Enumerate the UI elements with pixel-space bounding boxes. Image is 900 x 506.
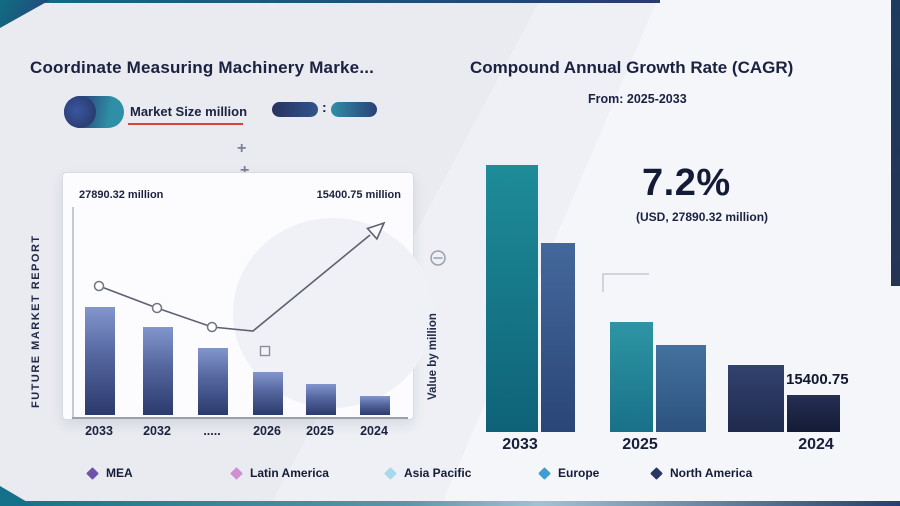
bar-value-label-2024: 15400.75 (786, 371, 849, 388)
legend-marker-icon (86, 466, 99, 480)
mini-pill-icon-left (272, 102, 318, 117)
market-bar-2032 (143, 327, 173, 415)
legend-item-north-america: North America (650, 466, 753, 480)
left-x-label-2024: 2024 (360, 424, 388, 438)
cagr-bar-2025-1 (610, 322, 653, 432)
market-size-pill-cap-icon (64, 96, 96, 128)
plus-icon: + (240, 162, 250, 179)
pill-colon-separator: : (322, 99, 327, 115)
cagr-bar-2024-1 (728, 365, 784, 432)
market-bar-2026 (253, 372, 283, 415)
legend-marker-icon (650, 466, 663, 480)
left-x-label-2033: 2033 (85, 424, 113, 438)
left-x-label-2025: 2025 (306, 424, 334, 438)
bottom-accent-line (0, 501, 900, 506)
cagr-x-label-2024: 2024 (798, 436, 834, 453)
legend-item-mea: MEA (86, 466, 133, 480)
market-bar-2025 (306, 384, 336, 415)
cagr-x-label-2025: 2025 (622, 436, 658, 453)
cagr-bar-2033-1 (486, 165, 538, 432)
annotation-2024-value: 15400.75 million (316, 189, 401, 201)
annotation-2033-value: 27890.32 million (79, 189, 164, 201)
legend-marker-icon (230, 466, 243, 480)
market-bar-..... (198, 348, 228, 415)
legend-label: MEA (106, 466, 133, 480)
cagr-subtitle: From: 2025-2033 (588, 92, 687, 106)
cagr-usd-detail: (USD, 27890.32 million) (636, 210, 769, 224)
cagr-percent-value: 7.2% (642, 162, 731, 204)
cagr-title: Compound Annual Growth Rate (CAGR) (470, 58, 794, 77)
right-edge-stripe (891, 0, 900, 286)
legend-underline-decor (128, 123, 243, 125)
cagr-x-label-2033: 2033 (502, 436, 538, 453)
left-chart-title: Coordinate Measuring Machinery Marke... (30, 58, 375, 77)
legend-label: Asia Pacific (404, 466, 472, 480)
legend-label: Europe (558, 466, 600, 480)
plus-icon: + (237, 140, 247, 157)
legend-item-europe: Europe (538, 466, 600, 480)
legend-label: North America (670, 466, 753, 480)
left-x-label-2026: 2026 (253, 424, 281, 438)
top-accent-line (0, 0, 660, 3)
left-x-label-.....: ..... (203, 424, 221, 438)
cagr-bar-2033-2 (541, 243, 575, 432)
legend-marker-icon (538, 466, 551, 480)
y-axis-line (72, 207, 74, 417)
left-x-label-2032: 2032 (143, 424, 171, 438)
market-bar-2024 (360, 396, 390, 415)
legend-item-latin-america: Latin America (230, 466, 329, 480)
cagr-bar-2024-2 (787, 395, 840, 432)
x-axis-line (72, 417, 408, 419)
market-size-legend-label: Market Size million (130, 104, 248, 119)
left-chart-bars (63, 173, 413, 419)
legend-marker-icon (384, 466, 397, 480)
legend-item-asia-pacific: Asia Pacific (384, 466, 472, 480)
mini-pill-icon-right (331, 102, 377, 117)
legend-label: Latin America (250, 466, 329, 480)
cagr-bar-2025-2 (656, 345, 706, 432)
